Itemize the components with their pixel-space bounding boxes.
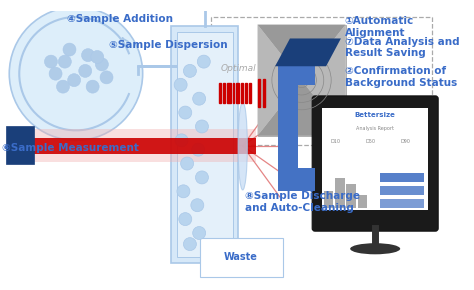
FancyBboxPatch shape xyxy=(312,96,438,231)
Circle shape xyxy=(191,199,204,212)
Bar xyxy=(278,168,315,191)
Bar xyxy=(245,83,247,103)
Circle shape xyxy=(86,80,99,93)
Circle shape xyxy=(95,58,109,71)
Polygon shape xyxy=(257,25,301,136)
Circle shape xyxy=(195,120,209,133)
Circle shape xyxy=(179,213,192,226)
Circle shape xyxy=(82,49,94,62)
Ellipse shape xyxy=(238,102,247,190)
Bar xyxy=(357,195,367,208)
Polygon shape xyxy=(257,25,346,80)
Text: ⑥Sample Measurement: ⑥Sample Measurement xyxy=(2,143,139,153)
Text: D10: D10 xyxy=(330,139,340,144)
Bar xyxy=(241,83,243,103)
Bar xyxy=(335,178,345,208)
Text: ①Automatic
Alignment: ①Automatic Alignment xyxy=(345,16,414,38)
Circle shape xyxy=(183,64,196,77)
Bar xyxy=(324,191,334,208)
Circle shape xyxy=(100,71,113,84)
Bar xyxy=(219,83,221,103)
Circle shape xyxy=(183,238,196,251)
Ellipse shape xyxy=(350,243,400,254)
Bar xyxy=(236,83,239,103)
Text: D50: D50 xyxy=(365,139,375,144)
Circle shape xyxy=(175,134,188,147)
Bar xyxy=(223,83,225,103)
FancyBboxPatch shape xyxy=(7,126,34,164)
Circle shape xyxy=(174,78,187,91)
Bar xyxy=(380,199,424,208)
Circle shape xyxy=(181,157,193,170)
Bar xyxy=(257,79,260,107)
Text: ⑧Sample Discharge
and Auto-Cleaning: ⑧Sample Discharge and Auto-Cleaning xyxy=(246,191,361,213)
FancyBboxPatch shape xyxy=(172,26,238,263)
Circle shape xyxy=(91,50,104,64)
Circle shape xyxy=(45,55,57,68)
Bar xyxy=(278,64,315,85)
Circle shape xyxy=(197,55,210,68)
Text: Waste: Waste xyxy=(224,252,258,262)
Bar xyxy=(346,184,356,208)
Text: Analysis Report: Analysis Report xyxy=(356,126,394,131)
Circle shape xyxy=(195,171,209,184)
Text: D90: D90 xyxy=(401,139,410,144)
Circle shape xyxy=(193,92,206,105)
Bar xyxy=(380,186,424,195)
Polygon shape xyxy=(275,39,341,66)
Bar xyxy=(249,83,251,103)
Bar xyxy=(227,83,231,103)
FancyBboxPatch shape xyxy=(257,25,346,136)
Text: Optimal: Optimal xyxy=(220,64,256,72)
Circle shape xyxy=(49,67,62,80)
Bar xyxy=(263,79,265,107)
FancyBboxPatch shape xyxy=(322,108,428,210)
Circle shape xyxy=(56,80,70,93)
Circle shape xyxy=(9,7,143,140)
Circle shape xyxy=(58,55,71,68)
Circle shape xyxy=(177,185,190,198)
Polygon shape xyxy=(301,25,346,136)
Circle shape xyxy=(79,64,91,77)
Circle shape xyxy=(68,74,81,87)
Bar xyxy=(233,83,234,103)
Circle shape xyxy=(63,43,76,56)
Bar xyxy=(33,137,255,154)
Text: ②Confirmation of
Background Status: ②Confirmation of Background Status xyxy=(345,66,457,88)
Circle shape xyxy=(192,143,205,156)
Bar xyxy=(380,173,424,182)
Text: ④Sample Addition: ④Sample Addition xyxy=(67,14,173,24)
Bar xyxy=(278,71,298,191)
Polygon shape xyxy=(257,80,346,136)
Text: ⑤Sample Dispersion: ⑤Sample Dispersion xyxy=(109,40,228,50)
FancyBboxPatch shape xyxy=(211,17,432,145)
FancyBboxPatch shape xyxy=(200,238,283,277)
Text: ⑦Data Analysis and
Result Saving: ⑦Data Analysis and Result Saving xyxy=(345,37,459,58)
Circle shape xyxy=(193,226,206,240)
Circle shape xyxy=(179,106,192,119)
Text: Bettersize: Bettersize xyxy=(355,112,396,118)
FancyBboxPatch shape xyxy=(177,32,233,257)
Bar xyxy=(33,129,255,162)
